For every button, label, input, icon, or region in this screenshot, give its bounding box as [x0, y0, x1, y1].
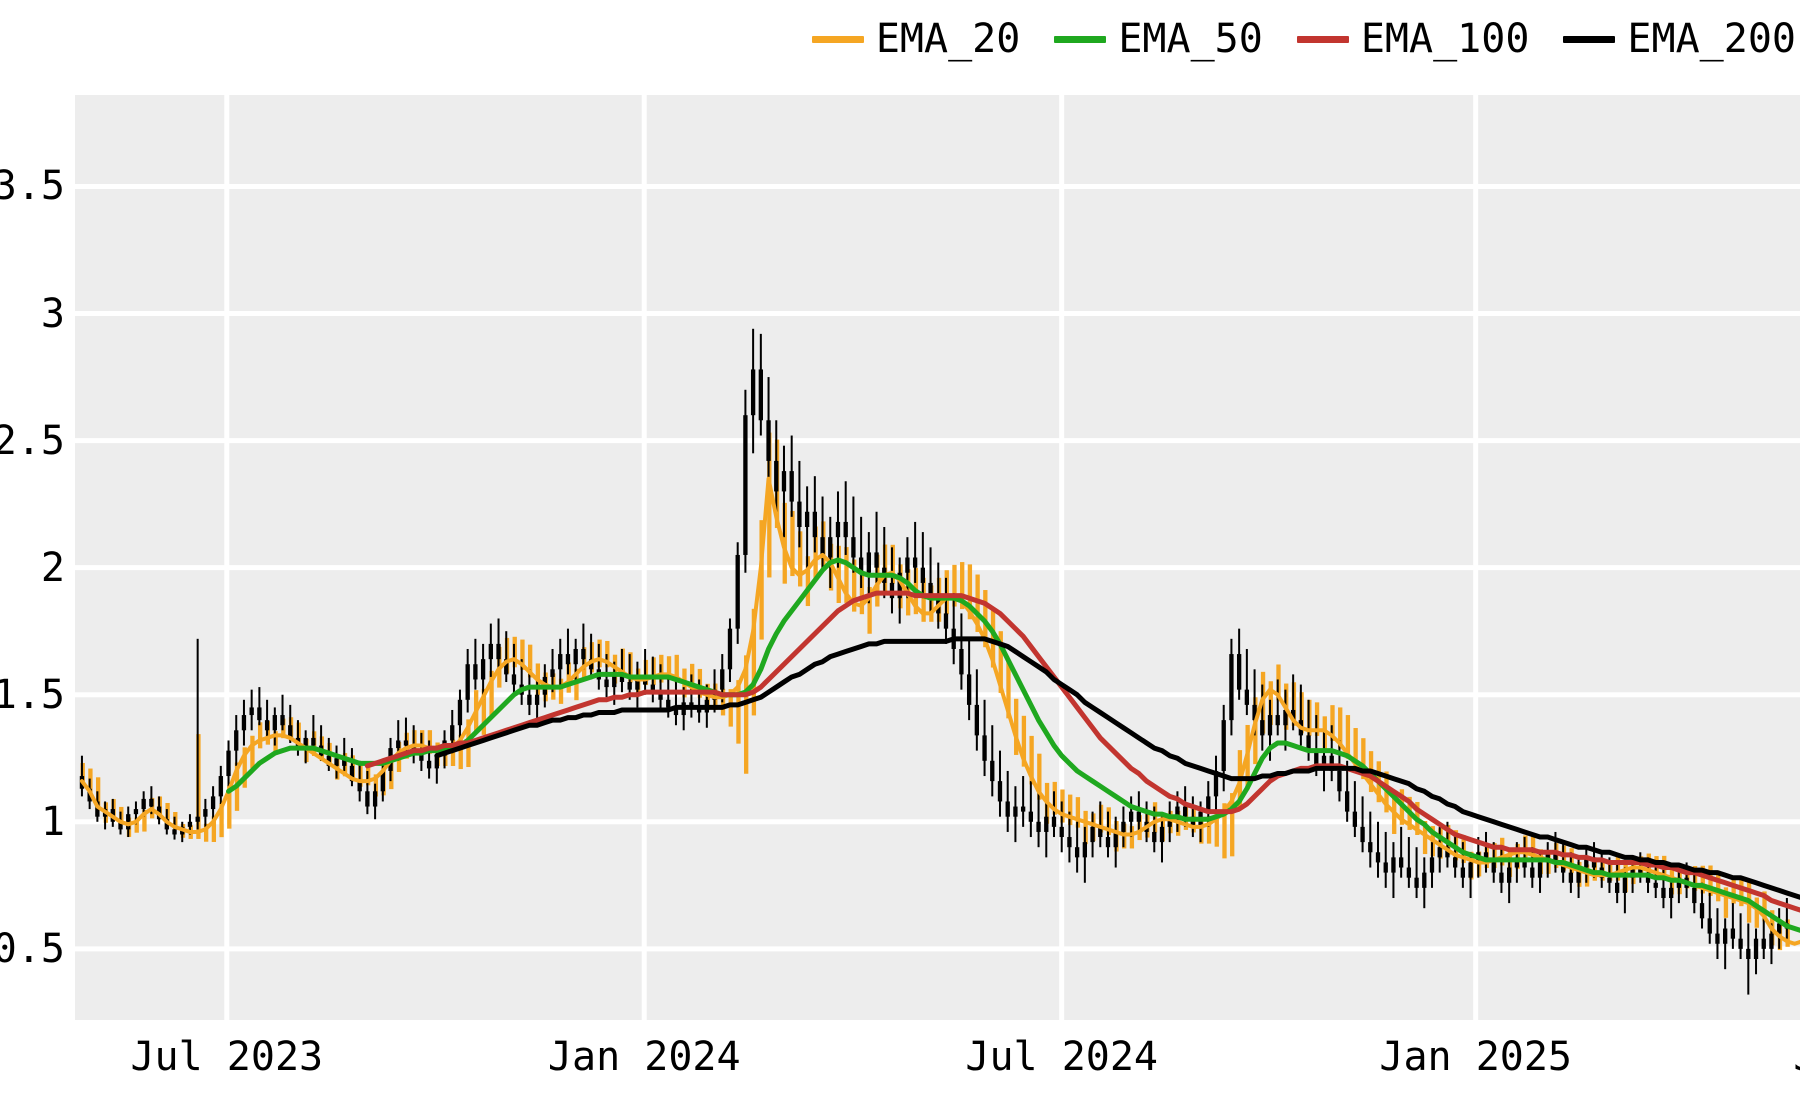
legend-label: EMA_100 [1360, 16, 1530, 62]
y-axis-tick-label: 0.5 [0, 925, 65, 972]
legend-label: EMA_20 [875, 16, 1021, 62]
series-line-ema_50 [226, 557, 1800, 933]
x-axis-tick-label: Jan 2025 [1379, 1034, 1573, 1080]
y-axis-tick-label: 1.5 [0, 671, 65, 718]
legend-label: EMA_50 [1118, 16, 1263, 62]
y-axis: 3.5 3 2.5 2 1.5 1 0.5 [0, 95, 75, 1020]
legend-item-ema_100[interactable]: EMA_100 [1296, 16, 1530, 62]
legend-item-ema_20[interactable]: EMA_20 [811, 16, 1021, 62]
y-axis-tick-label: 2 [40, 544, 65, 591]
y-axis-tick-label: 3 [40, 290, 65, 337]
series-line-ema_200 [434, 636, 1800, 900]
series-line-ema_100 [364, 590, 1800, 913]
legend-swatch-icon [1054, 35, 1107, 43]
legend-label: EMA_200 [1627, 16, 1796, 62]
x-axis-tick-label: Jan 2024 [547, 1034, 741, 1080]
candlestick-series [79, 328, 1790, 995]
legend-item-ema_200[interactable]: EMA_200 [1563, 19, 1796, 59]
plot-canvas [75, 95, 1800, 1020]
legend-swatch-icon [1563, 35, 1616, 43]
legend-swatch-icon [811, 35, 864, 43]
x-axis-tick-label: Jul 2023 [130, 1034, 324, 1080]
plot-area [75, 95, 1800, 1020]
legend-item-ema_50[interactable]: EMA_50 [1054, 19, 1263, 59]
legend-swatch-icon [1296, 35, 1349, 43]
x-axis-tick-label: Jul 2024 [965, 1034, 1159, 1080]
y-axis-tick-label: 2.5 [0, 417, 65, 464]
y-axis-tick-label: 1 [40, 798, 65, 845]
x-axis: Jul 2023 Jan 2024 Jul 2024 Jan 2025 Jul 2025 [75, 1020, 1800, 1100]
chart-legend: EMA_20 EMA_50 EMA_100 EMA_200 [0, 0, 1800, 78]
x-axis-tick-label: Jul 2025 [1793, 1034, 1800, 1080]
y-axis-tick-label: 3.5 [0, 163, 65, 210]
